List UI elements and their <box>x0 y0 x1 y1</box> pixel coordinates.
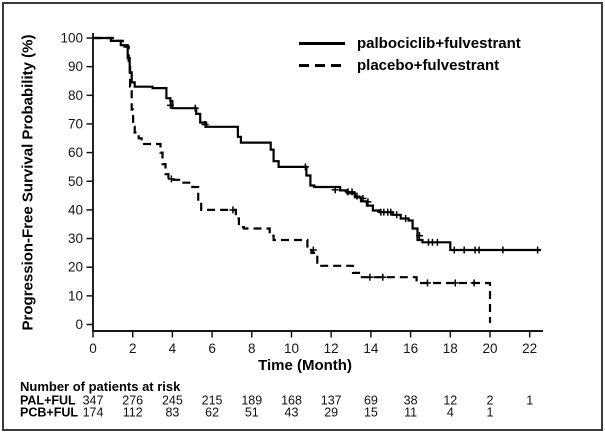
x-tick-label: 22 <box>522 341 537 356</box>
censor-marks-0 <box>166 101 542 254</box>
y-tick-label: 40 <box>68 202 83 217</box>
risk-count: 43 <box>285 405 299 419</box>
risk-count: 12 <box>443 394 457 408</box>
x-tick-label: 4 <box>169 341 177 356</box>
risk-count: 1 <box>526 394 533 408</box>
x-tick-label: 8 <box>248 341 256 356</box>
risk-count: 2 <box>487 394 494 408</box>
x-tick-label: 16 <box>403 341 418 356</box>
censor-marks-1 <box>167 175 478 287</box>
risk-count: 29 <box>324 405 338 419</box>
y-tick-label: 20 <box>68 260 83 275</box>
series-line-1 <box>93 36 492 324</box>
x-tick-label: 18 <box>443 341 458 356</box>
legend-row-placebo: placebo+fulvestrant <box>299 54 521 76</box>
series-line-0 <box>93 36 541 252</box>
risk-count: 83 <box>165 405 179 419</box>
y-tick-label: 10 <box>68 288 83 303</box>
risk-row-label-0: PAL+FUL <box>20 394 76 408</box>
y-tick-label: 50 <box>68 174 83 189</box>
dashed-line-icon <box>299 63 345 67</box>
risk-count: 1 <box>487 405 494 419</box>
risk-count: 112 <box>123 405 143 419</box>
risk-row-label-1: PCB+FUL <box>20 405 78 419</box>
y-tick-label: 60 <box>68 145 83 160</box>
risk-count: 245 <box>162 394 183 408</box>
x-tick-label: 20 <box>482 341 497 356</box>
x-axis-title: Time (Month) <box>258 357 352 374</box>
legend: palbociclib+fulvestrant placebo+fulvestr… <box>299 32 521 76</box>
y-tick-label: 80 <box>68 88 83 103</box>
x-tick-label: 6 <box>208 341 216 356</box>
y-axis-title: Progression-Free Survival Probability (%… <box>19 34 37 331</box>
risk-count: 4 <box>447 405 454 419</box>
risk-count: 38 <box>404 394 418 408</box>
x-tick-label: 14 <box>363 341 379 356</box>
risk-count: 189 <box>241 394 262 408</box>
legend-label-palbociclib: palbociclib+fulvestrant <box>357 34 521 52</box>
y-tick-label: 100 <box>60 31 83 46</box>
risk-count: 276 <box>122 394 143 408</box>
risk-count: 215 <box>202 394 223 408</box>
x-tick-label: 10 <box>284 341 299 356</box>
x-tick-label: 12 <box>324 341 339 356</box>
x-tick-label: 2 <box>129 341 137 356</box>
risk-count: 11 <box>404 405 417 419</box>
legend-label-placebo: placebo+fulvestrant <box>357 56 500 74</box>
risk-count: 137 <box>321 394 342 408</box>
risk-count: 69 <box>364 394 378 408</box>
risk-count: 174 <box>83 405 104 419</box>
risk-count: 168 <box>281 394 302 408</box>
y-tick-label: 90 <box>68 59 83 74</box>
legend-row-palbociclib: palbociclib+fulvestrant <box>299 32 521 54</box>
risk-count: 347 <box>83 394 104 408</box>
y-tick-label: 0 <box>75 317 83 332</box>
solid-line-icon <box>299 41 345 45</box>
risk-count: 15 <box>364 405 378 419</box>
y-tick-label: 70 <box>68 116 83 131</box>
y-tick-label: 30 <box>68 231 83 246</box>
risk-count: 62 <box>205 405 219 419</box>
risk-table-title: Number of patients at risk <box>20 379 181 394</box>
risk-count: 51 <box>245 405 259 419</box>
x-tick-label: 0 <box>89 341 97 356</box>
